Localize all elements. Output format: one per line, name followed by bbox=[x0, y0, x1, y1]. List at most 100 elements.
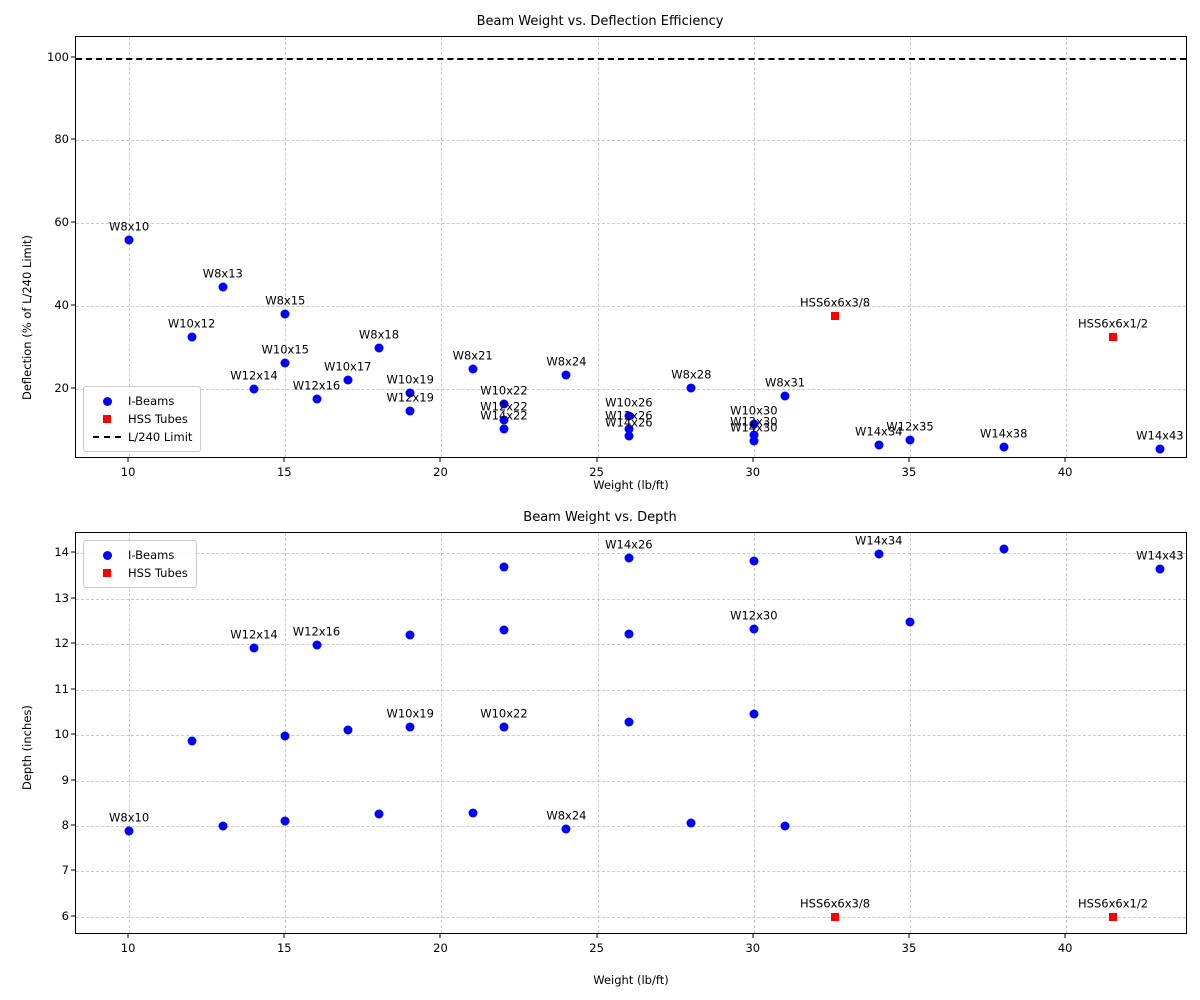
gridline-horizontal bbox=[76, 689, 1186, 691]
data-point-ibeam[interactable] bbox=[874, 440, 884, 450]
gridline-horizontal bbox=[76, 871, 1186, 873]
data-point-ibeam[interactable] bbox=[499, 415, 509, 425]
data-point-ibeam[interactable] bbox=[405, 388, 415, 398]
data-point-label: W10x19 bbox=[386, 372, 434, 387]
data-point-ibeam[interactable] bbox=[874, 549, 884, 559]
data-point-ibeam[interactable] bbox=[749, 436, 759, 446]
data-point-ibeam[interactable] bbox=[280, 731, 290, 741]
chart-legend[interactable]: I-Beams HSS Tubes L/240 Limit bbox=[83, 386, 202, 452]
data-point-hss[interactable] bbox=[831, 312, 840, 321]
data-point-ibeam[interactable] bbox=[468, 808, 478, 818]
data-point-ibeam[interactable] bbox=[405, 722, 415, 732]
data-point-ibeam[interactable] bbox=[280, 309, 290, 319]
data-point-ibeam[interactable] bbox=[1155, 564, 1165, 574]
data-point-ibeam[interactable] bbox=[124, 826, 134, 836]
x-axis-tick-mark bbox=[283, 458, 285, 462]
data-point-ibeam[interactable] bbox=[624, 424, 634, 434]
data-point-ibeam[interactable] bbox=[624, 411, 634, 421]
data-point-ibeam[interactable] bbox=[374, 809, 384, 819]
data-point-ibeam[interactable] bbox=[561, 824, 571, 834]
data-point-ibeam[interactable] bbox=[374, 343, 384, 353]
gridline-vertical bbox=[597, 533, 599, 933]
data-point-ibeam[interactable] bbox=[468, 364, 478, 374]
data-point-ibeam[interactable] bbox=[749, 556, 759, 566]
legend-item[interactable]: HSS Tubes bbox=[90, 410, 192, 428]
y-axis-tick-mark bbox=[71, 138, 75, 140]
data-point-ibeam[interactable] bbox=[999, 544, 1009, 554]
data-point-label: W8x24 bbox=[546, 354, 587, 369]
data-point-ibeam[interactable] bbox=[124, 235, 134, 245]
gridline-vertical bbox=[285, 37, 287, 457]
data-point-ibeam[interactable] bbox=[749, 709, 759, 719]
data-point-ibeam[interactable] bbox=[343, 725, 353, 735]
legend-item[interactable]: L/240 Limit bbox=[90, 428, 192, 446]
data-point-ibeam[interactable] bbox=[780, 391, 790, 401]
y-axis-tick-label: 12 bbox=[54, 636, 69, 651]
legend-item[interactable]: I-Beams bbox=[90, 546, 188, 564]
data-point-ibeam[interactable] bbox=[499, 625, 509, 635]
y-axis-tick-mark bbox=[71, 688, 75, 690]
chart-legend[interactable]: I-Beams HSS Tubes bbox=[83, 540, 197, 588]
data-point-ibeam[interactable] bbox=[749, 419, 759, 429]
legend-item[interactable]: HSS Tubes bbox=[90, 564, 188, 582]
data-point-ibeam[interactable] bbox=[561, 370, 571, 380]
data-point-hss[interactable] bbox=[1109, 332, 1118, 341]
data-point-ibeam[interactable] bbox=[905, 617, 915, 627]
data-point-ibeam[interactable] bbox=[405, 630, 415, 640]
chart-panel-deflection: Beam Weight vs. Deflection Efficiency W8… bbox=[20, 14, 1187, 492]
gridline-horizontal bbox=[76, 644, 1186, 646]
data-point-ibeam[interactable] bbox=[405, 406, 415, 416]
data-point-ibeam[interactable] bbox=[499, 399, 509, 409]
data-point-label: W8x18 bbox=[358, 327, 400, 342]
gridline-horizontal bbox=[76, 388, 1186, 390]
x-axis-tick-label: 25 bbox=[589, 941, 604, 955]
data-point-hss[interactable] bbox=[831, 912, 840, 921]
legend-item[interactable]: I-Beams bbox=[90, 392, 192, 410]
x-axis-tick-label: 35 bbox=[901, 465, 917, 479]
data-point-ibeam[interactable] bbox=[218, 821, 228, 831]
data-point-ibeam[interactable] bbox=[1155, 444, 1165, 454]
data-point-hss[interactable] bbox=[1109, 912, 1118, 921]
data-point-ibeam[interactable] bbox=[499, 424, 509, 434]
data-point-ibeam[interactable] bbox=[280, 816, 290, 826]
legend-dashed-line-icon bbox=[90, 436, 124, 438]
chart-title-deflection: Beam Weight vs. Deflection Efficiency bbox=[476, 14, 724, 29]
data-point-ibeam[interactable] bbox=[249, 643, 259, 653]
data-point-ibeam[interactable] bbox=[999, 442, 1009, 452]
data-point-ibeam[interactable] bbox=[343, 375, 353, 385]
y-axis-tick-mark bbox=[71, 551, 75, 553]
data-point-ibeam[interactable] bbox=[499, 722, 509, 732]
data-point-ibeam[interactable] bbox=[624, 431, 634, 441]
data-point-ibeam[interactable] bbox=[749, 624, 759, 634]
data-point-ibeam[interactable] bbox=[686, 818, 696, 828]
data-point-ibeam[interactable] bbox=[249, 384, 259, 394]
x-axis-tick-mark bbox=[908, 934, 910, 938]
data-point-ibeam[interactable] bbox=[624, 717, 634, 726]
legend-circle-icon bbox=[90, 396, 124, 406]
data-point-ibeam[interactable] bbox=[218, 282, 228, 292]
data-point-ibeam[interactable] bbox=[624, 629, 634, 639]
data-point-label: W10x19 bbox=[386, 706, 434, 721]
y-axis-tick-mark bbox=[71, 221, 75, 223]
data-point-label: W14x34 bbox=[855, 424, 903, 439]
data-point-ibeam[interactable] bbox=[312, 394, 322, 404]
data-point-ibeam[interactable] bbox=[905, 435, 915, 445]
y-axis-tick-label: 13 bbox=[54, 590, 69, 605]
chart-title-depth: Beam Weight vs. Depth bbox=[523, 510, 677, 525]
data-point-ibeam[interactable] bbox=[686, 383, 696, 393]
data-point-ibeam[interactable] bbox=[780, 821, 790, 831]
gridline-vertical bbox=[910, 37, 911, 457]
data-point-ibeam[interactable] bbox=[749, 430, 759, 440]
gridline-vertical bbox=[910, 533, 911, 933]
data-point-label: W14x26 bbox=[605, 415, 653, 430]
data-point-ibeam[interactable] bbox=[499, 562, 509, 572]
y-axis-tick-mark bbox=[71, 779, 75, 781]
x-axis-tick-mark bbox=[127, 934, 129, 938]
data-point-label: HSS6x6x3/8 bbox=[800, 295, 871, 310]
data-point-ibeam[interactable] bbox=[280, 358, 290, 368]
data-point-ibeam[interactable] bbox=[312, 640, 322, 650]
data-point-ibeam[interactable] bbox=[187, 332, 197, 342]
data-point-ibeam[interactable] bbox=[624, 553, 634, 563]
data-point-ibeam[interactable] bbox=[187, 736, 197, 746]
